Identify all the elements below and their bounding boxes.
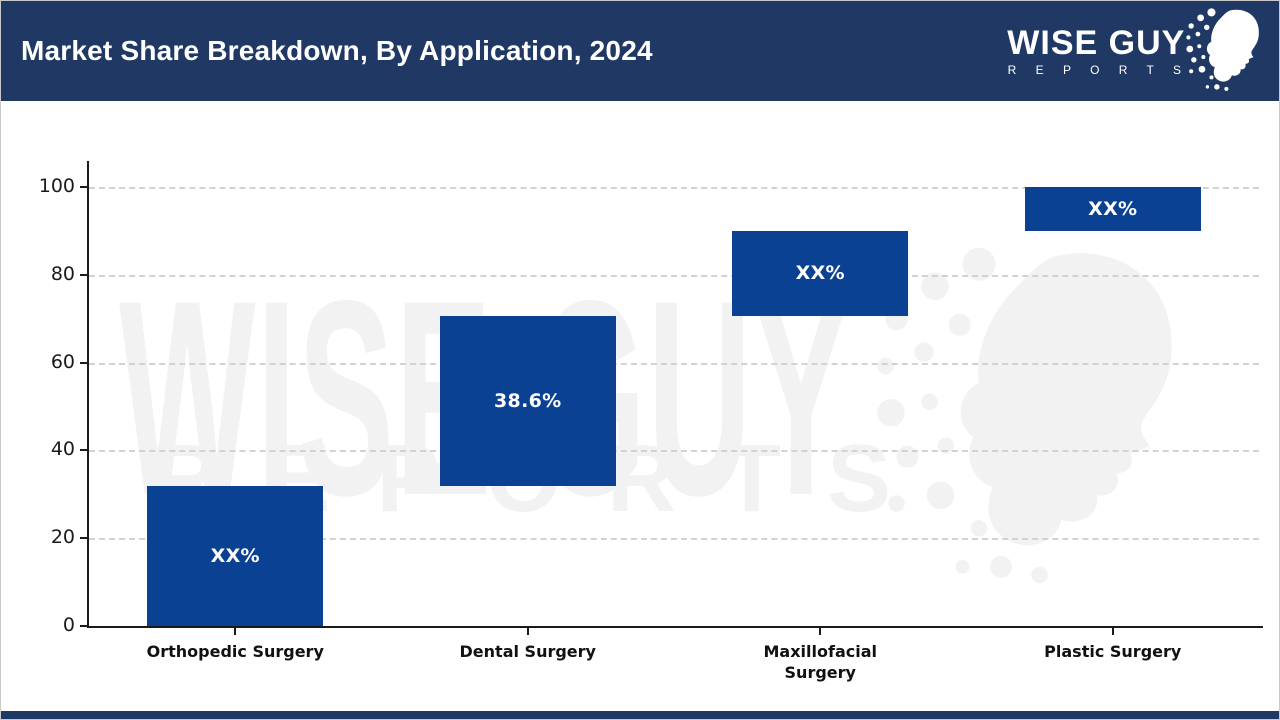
y-tick-label: 20 <box>50 526 75 549</box>
y-tick-label: 80 <box>50 262 75 285</box>
x-tick-mark <box>1111 628 1114 635</box>
chart-title: Market Share Breakdown, By Application, … <box>21 35 653 66</box>
y-tick-mark <box>80 273 87 276</box>
gridline-60 <box>89 362 1259 365</box>
plot-area: XX% 38.6% XX% XX% <box>89 161 1259 626</box>
x-tick-mark <box>234 628 237 635</box>
watermark-head-icon <box>877 247 1172 584</box>
y-tick-label: 60 <box>50 350 75 373</box>
x-tick-mark <box>526 628 529 635</box>
bar-value-label: 38.6% <box>494 389 562 412</box>
dotted-head-logo-icon <box>1186 8 1259 91</box>
bar-value-label: XX% <box>210 544 260 567</box>
x-axis-spine <box>87 626 1263 628</box>
x-category-label: Orthopedic Surgery <box>146 642 324 661</box>
y-tick-mark <box>80 625 87 627</box>
logo-wordmark: WISE GUY <box>1007 23 1186 62</box>
bar-dental-surgery: 38.6% <box>439 316 616 486</box>
y-tick-mark <box>80 186 87 188</box>
header-band: Market Share Breakdown, By Application, … <box>1 1 1279 101</box>
x-category-label: Plastic Surgery <box>1044 642 1182 661</box>
y-axis-spine <box>87 161 89 628</box>
gridline-100 <box>89 187 1259 189</box>
y-tick-label: 40 <box>50 438 75 461</box>
bar-plastic-surgery: XX% <box>1024 187 1201 231</box>
bar-value-label: XX% <box>795 262 845 285</box>
logo-subtitle: R E P O R T S <box>1007 62 1189 77</box>
footer-band <box>1 711 1279 719</box>
wise-guy-reports-logo: WISE GUY R E P O R T S <box>1004 7 1267 95</box>
x-category-label: Maxillofacial Surgery <box>763 642 878 682</box>
bar-orthopedic-surgery: XX% <box>147 485 324 626</box>
logo-text: WISE GUY R E P O R T S <box>1004 26 1189 77</box>
y-tick-label: 0 <box>62 614 75 636</box>
y-tick-mark <box>80 361 87 364</box>
bar-maxillofacial-surgery: XX% <box>732 230 909 317</box>
y-tick-mark <box>80 449 87 452</box>
y-tick-mark <box>80 537 87 540</box>
bar-value-label: XX% <box>1088 197 1138 220</box>
x-category-label: Dental Surgery <box>459 642 596 661</box>
y-tick-label: 100 <box>38 175 75 197</box>
x-tick-mark <box>819 628 822 635</box>
gridline-40 <box>89 450 1259 453</box>
gridline-20 <box>89 538 1259 541</box>
gridline-80 <box>89 274 1259 277</box>
